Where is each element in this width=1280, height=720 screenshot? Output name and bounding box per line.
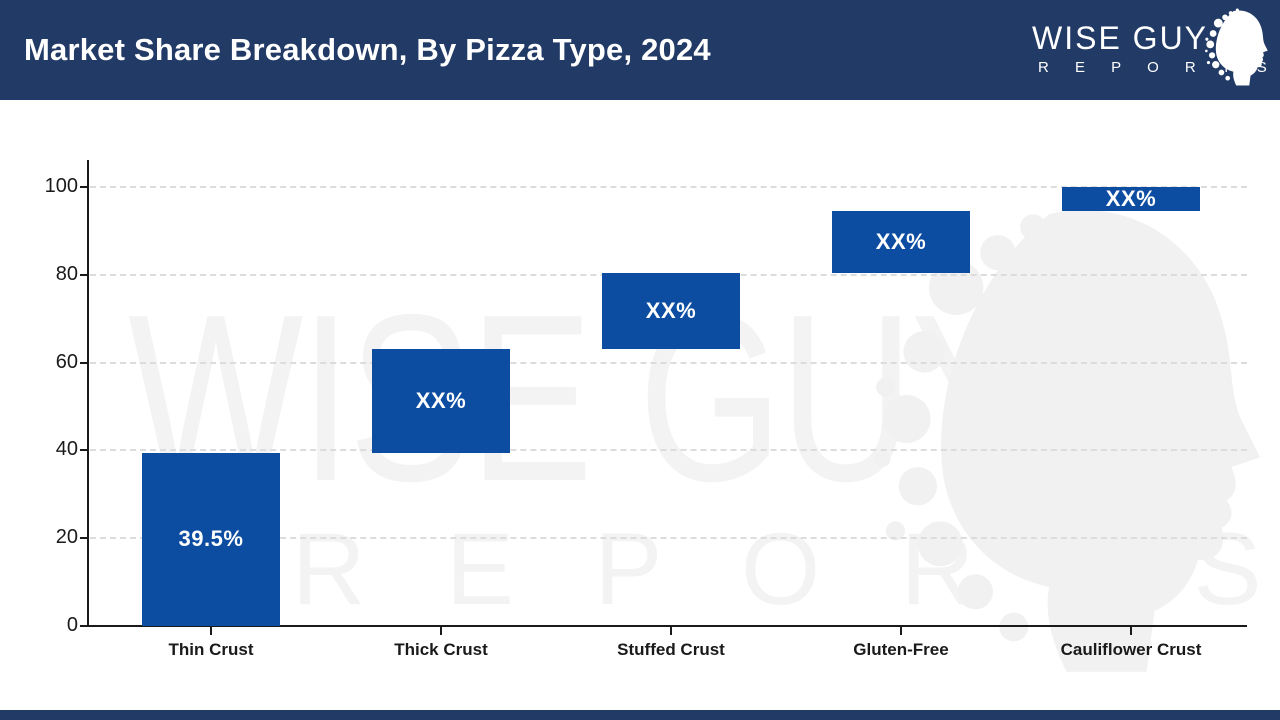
bar-value-label: 39.5% [178,526,244,552]
gridline-100 [90,186,1247,188]
bar-cauliflower-crust: XX% [1062,186,1200,212]
x-tick-4 [1130,627,1132,635]
dotted-head-icon [1205,8,1268,86]
gridline-60 [90,361,1247,364]
bar-value-label: XX% [415,388,467,413]
footer-bar [0,710,1280,720]
x-tick-label-4: Cauliflower Crust [1060,640,1202,659]
x-tick-label-3: Gluten-Free [853,640,949,659]
bar-stuffed-crust: XX% [602,272,740,350]
y-tick-label-40: 40 [55,438,78,461]
page-title: Market Share Breakdown, By Pizza Type, 2… [24,32,711,67]
y-tick-label-0: 0 [66,614,78,636]
bar-thick-crust: XX% [372,349,510,453]
brand-logo: WISE GUY R E P O R T S [1032,8,1272,92]
y-tick-label-100: 100 [44,175,78,197]
brand-subtitle: R E P O R T S [1038,59,1278,76]
y-tick-80 [80,273,88,276]
x-tick-label-1: Thick Crust [394,640,488,659]
x-tick-label-0: Thin Crust [168,640,254,659]
y-tick-label-60: 60 [55,350,78,373]
bar-thin-crust: 39.5% [142,452,280,626]
x-tick-1 [440,627,442,635]
bar-value-label: XX% [1105,186,1157,212]
gridline-20 [90,537,1247,540]
y-tick-60 [80,361,88,364]
header-bar: Market Share Breakdown, By Pizza Type, 2… [0,0,1280,100]
y-tick-0 [80,625,88,627]
brand-name: WISE GUY [1032,20,1209,56]
y-tick-20 [80,537,88,540]
bar-value-label: XX% [875,228,927,254]
y-tick-label-80: 80 [55,262,78,285]
x-tick-label-2: Stuffed Crust [617,640,725,659]
brand-logo-text: WISE GUY R E P O R T S [1032,20,1278,76]
bar-gluten-free: XX% [832,211,970,273]
bar-value-label: XX% [645,298,697,323]
y-tick-40 [80,449,88,452]
y-axis-line [87,160,89,627]
gridline-40 [90,449,1247,452]
y-tick-100 [80,186,88,188]
x-axis-line [87,625,1247,627]
waterfall-chart: 0 20 40 60 80 100 39.5% Thin Crust XX% Thick Crus… [0,100,1280,710]
x-tick-0 [210,627,212,635]
x-tick-3 [900,627,902,635]
x-tick-2 [670,627,672,635]
y-tick-label-20: 20 [55,526,78,549]
